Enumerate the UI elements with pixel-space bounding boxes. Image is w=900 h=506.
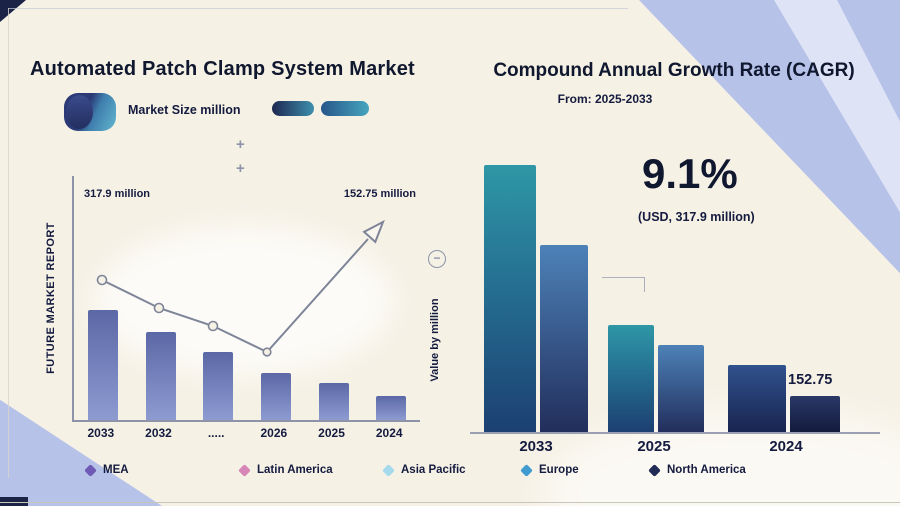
left-chart-xlabels: 2033 2032..... 2026 2025 2024 xyxy=(72,426,418,440)
circle-minus-icon: − xyxy=(428,250,446,268)
bar-column xyxy=(362,396,420,420)
right-y-axis-label: Value by million xyxy=(429,298,441,382)
market-size-bar xyxy=(376,396,407,420)
legend-label: MEA xyxy=(103,464,129,476)
legend-item-north-america: North America xyxy=(648,463,746,477)
bar-column xyxy=(132,332,190,420)
left-x-label: 2025 xyxy=(318,426,345,440)
left-y-axis-label: FUTURE MARKET REPORT xyxy=(45,222,57,374)
left-chart-title: Automated Patch Clamp System Market xyxy=(30,58,415,80)
cagr-bar xyxy=(540,245,588,432)
cagr-value: 9.1% xyxy=(642,150,738,197)
value-data-label: 152.75 xyxy=(788,372,833,388)
legend-item-latin-america: Latin America xyxy=(238,463,333,477)
left-chart: 317.9 million 152.75 million xyxy=(72,176,420,422)
legend-item-mea: MEA xyxy=(84,463,129,477)
right-chart-subtitle: From: 2025-2033 xyxy=(557,92,653,106)
left-x-label: 2026 xyxy=(260,426,288,440)
bar-group xyxy=(484,165,588,432)
market-size-bar xyxy=(203,352,234,420)
right-chart-title: Compound Annual Growth Rate (CAGR) xyxy=(493,60,855,81)
annotation-end-value: 152.75 million xyxy=(343,188,416,200)
left-x-label: 2024 xyxy=(375,426,403,440)
left-x-label: 2032 xyxy=(145,426,172,440)
step-line-decoration xyxy=(602,277,645,292)
cagr-bar xyxy=(608,325,654,432)
market-size-legend-label: Market Size million xyxy=(128,103,241,117)
minus-glyph: − xyxy=(433,251,441,265)
legend-label: Europe xyxy=(539,464,579,476)
market-size-bar xyxy=(87,310,118,420)
legend-label: North America xyxy=(667,464,746,476)
frame-line-left xyxy=(8,8,9,478)
legend-marker xyxy=(520,463,533,477)
annotation-start-value: 317.9 million xyxy=(84,188,151,200)
market-size-bar xyxy=(260,373,291,420)
left-x-label: 2033 xyxy=(87,426,115,440)
legend-item-europe: Europe xyxy=(520,463,579,477)
bar-column xyxy=(189,352,247,420)
legend-marker xyxy=(648,463,661,477)
database-cylinder-icon xyxy=(64,93,116,131)
market-size-bar xyxy=(318,383,349,420)
legend-label: Latin America xyxy=(257,464,333,476)
cagr-bar xyxy=(484,165,536,432)
legend-label: Asia Pacific xyxy=(401,464,466,476)
top-left-corner-mark xyxy=(0,0,26,22)
bar-group xyxy=(728,365,840,432)
cagr-bar xyxy=(728,365,786,432)
legend-marker xyxy=(238,463,251,477)
bar-column xyxy=(74,310,132,420)
legend-marker xyxy=(84,463,97,477)
frame-line-bottom xyxy=(0,502,900,503)
right-x-label: 2033 xyxy=(519,438,553,455)
plus-decoration: + xyxy=(236,160,245,177)
left-x-label: ..... xyxy=(207,426,225,440)
bar-column xyxy=(305,383,363,420)
gradient-pill-decoration xyxy=(272,101,314,116)
right-x-label: 2024 xyxy=(769,438,803,455)
cagr-detail: (USD, 317.9 million) xyxy=(638,210,755,224)
legend-row: MEA Latin America Asia Pacific Europe North … xyxy=(0,463,900,484)
legend-marker xyxy=(382,463,395,477)
market-size-bar xyxy=(145,332,176,420)
legend-item-asia-pacific: Asia Pacific xyxy=(382,463,466,477)
gradient-pill-decoration xyxy=(321,101,369,116)
right-x-label: 2025 xyxy=(637,438,671,455)
cagr-bar xyxy=(658,345,704,432)
bar-column xyxy=(247,373,305,420)
cagr-bar xyxy=(790,396,840,432)
left-chart-bars xyxy=(74,176,420,420)
bottom-left-corner-mark xyxy=(0,497,28,506)
bar-group xyxy=(608,325,704,432)
trend-line-arrow xyxy=(96,219,385,357)
plus-decoration: + xyxy=(236,136,245,153)
right-chart: 2033 2025 2024 xyxy=(470,160,880,455)
frame-line-top xyxy=(8,8,628,9)
